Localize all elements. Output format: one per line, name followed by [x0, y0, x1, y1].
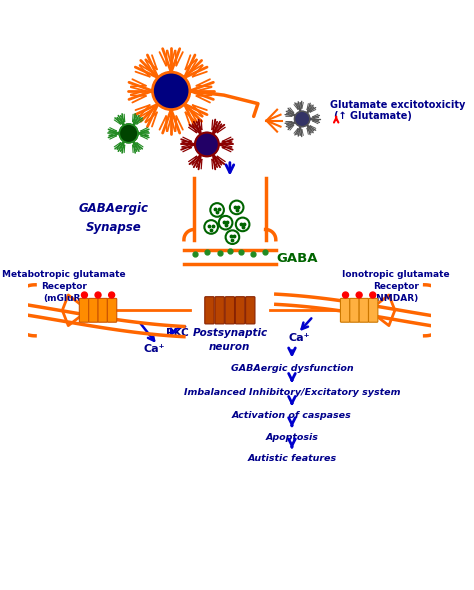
Text: Metabotropic glutamate
Receptor
(mGluR): Metabotropic glutamate Receptor (mGluR)	[2, 270, 126, 303]
Text: Glutamate excitotoxicity: Glutamate excitotoxicity	[330, 100, 465, 110]
Circle shape	[294, 112, 310, 127]
Text: GABAergic dysfunction: GABAergic dysfunction	[231, 365, 353, 373]
Text: (↑ Glutamate): (↑ Glutamate)	[335, 112, 412, 122]
Circle shape	[343, 292, 348, 298]
Text: Ca⁺: Ca⁺	[288, 333, 310, 343]
Text: Ca⁺: Ca⁺	[144, 343, 165, 353]
FancyBboxPatch shape	[108, 299, 117, 322]
FancyBboxPatch shape	[89, 299, 98, 322]
Circle shape	[195, 133, 219, 156]
FancyBboxPatch shape	[205, 297, 214, 324]
FancyBboxPatch shape	[98, 299, 108, 322]
Circle shape	[95, 292, 101, 298]
Circle shape	[82, 292, 87, 298]
FancyBboxPatch shape	[215, 297, 224, 324]
Text: Apoptosis: Apoptosis	[265, 432, 319, 441]
Circle shape	[370, 292, 376, 298]
Text: GABA: GABA	[277, 252, 318, 265]
Circle shape	[119, 124, 138, 143]
Text: Postsynaptic
neuron: Postsynaptic neuron	[192, 329, 267, 352]
FancyBboxPatch shape	[350, 299, 359, 322]
Text: GABAergic
Synapse: GABAergic Synapse	[78, 202, 148, 234]
Text: Autistic features: Autistic features	[247, 454, 337, 463]
Circle shape	[356, 292, 362, 298]
Text: Imbalanced Inhibitory/Excitatory system: Imbalanced Inhibitory/Excitatory system	[184, 388, 400, 397]
FancyBboxPatch shape	[225, 297, 235, 324]
FancyBboxPatch shape	[236, 297, 245, 324]
Circle shape	[109, 292, 115, 298]
FancyBboxPatch shape	[79, 299, 89, 322]
Circle shape	[153, 72, 190, 110]
FancyBboxPatch shape	[359, 299, 368, 322]
Text: PKC: PKC	[166, 328, 189, 338]
Text: Activation of caspases: Activation of caspases	[232, 411, 352, 420]
FancyBboxPatch shape	[246, 297, 255, 324]
FancyBboxPatch shape	[340, 299, 350, 322]
Text: Ionotropic glutamate
Receptor
(NMDAR): Ionotropic glutamate Receptor (NMDAR)	[342, 270, 449, 303]
FancyBboxPatch shape	[368, 299, 378, 322]
